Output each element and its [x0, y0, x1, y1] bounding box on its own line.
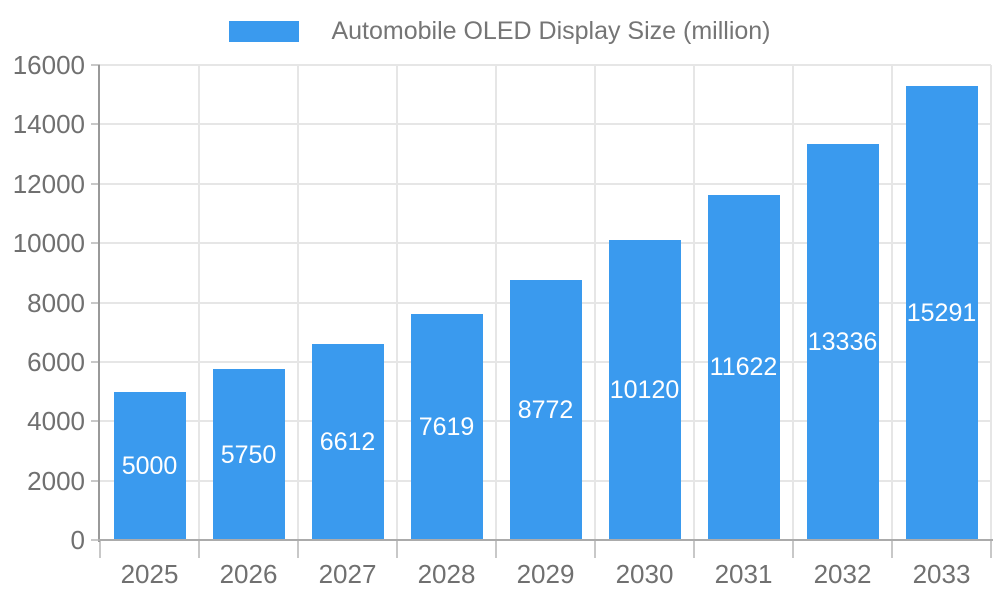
- x-axis-tick: [198, 540, 200, 558]
- x-axis-label: 2029: [516, 559, 575, 589]
- bar-value-label: 13336: [807, 328, 878, 357]
- y-axis-tick: [91, 182, 100, 185]
- gridline-vertical: [792, 65, 794, 540]
- y-axis-line: [98, 65, 100, 542]
- x-axis-tick: [891, 540, 893, 558]
- x-axis-label: 2027: [318, 559, 377, 589]
- x-axis-label: 2026: [219, 559, 278, 589]
- chart-title: Automobile OLED Display Size (million): [331, 16, 771, 45]
- y-axis-tick: [91, 420, 100, 423]
- y-axis-label: 8000: [27, 287, 85, 318]
- y-axis-tick: [91, 360, 100, 363]
- bar-2033[interactable]: [905, 86, 978, 540]
- gridline-vertical: [297, 65, 299, 540]
- bar-value-label: 15291: [906, 299, 977, 328]
- bar-2028[interactable]: [410, 313, 483, 540]
- y-axis-label: 0: [70, 525, 85, 555]
- x-axis-tick: [396, 540, 398, 558]
- x-axis-label: 2032: [813, 559, 872, 589]
- bar-2025[interactable]: [113, 391, 186, 540]
- y-axis-tick: [91, 242, 100, 245]
- chart-legend[interactable]: Automobile OLED Display Size (million): [0, 16, 1000, 46]
- bar-2029[interactable]: [509, 279, 582, 540]
- gridline-horizontal: [100, 64, 991, 66]
- x-axis-tick: [594, 540, 596, 558]
- gridline-vertical: [891, 65, 893, 540]
- y-axis-tick: [91, 64, 100, 66]
- y-axis-tick: [91, 301, 100, 304]
- gridline-horizontal: [100, 182, 991, 185]
- bar-value-label: 8772: [517, 395, 574, 424]
- gridline-vertical: [990, 65, 992, 540]
- x-axis-line: [98, 539, 993, 541]
- gridline-vertical: [693, 65, 695, 540]
- bar-value-label: 11622: [709, 353, 778, 382]
- y-axis-tick: [91, 123, 100, 126]
- y-axis-label: 14000: [12, 109, 85, 140]
- x-axis-tick: [297, 540, 299, 558]
- gridline-vertical: [594, 65, 596, 540]
- y-axis-label: 6000: [27, 346, 85, 377]
- x-axis-tick: [792, 540, 794, 558]
- bar-value-label: 6612: [319, 427, 376, 456]
- y-axis-tick: [91, 479, 100, 482]
- x-axis-tick: [693, 540, 695, 558]
- bar-2032[interactable]: [806, 144, 879, 540]
- bar-2026[interactable]: [212, 369, 285, 540]
- bar-value-label: 10120: [609, 375, 680, 404]
- bar-2027[interactable]: [311, 343, 384, 540]
- bar-value-label: 7619: [418, 412, 475, 441]
- gridline-horizontal: [100, 242, 991, 245]
- x-axis-tick: [990, 540, 992, 558]
- x-axis-tick: [99, 540, 101, 558]
- x-axis-label: 2025: [120, 559, 179, 589]
- bar-value-label: 5000: [121, 451, 178, 480]
- x-axis-label: 2030: [615, 559, 674, 589]
- bar-2031[interactable]: [707, 194, 780, 540]
- y-axis-label: 10000: [12, 228, 85, 259]
- x-axis-tick: [495, 540, 497, 558]
- y-axis-label: 2000: [27, 465, 85, 496]
- x-axis-label: 2033: [912, 559, 971, 589]
- gridline-vertical: [396, 65, 398, 540]
- gridline-vertical: [198, 65, 200, 540]
- gridline-vertical: [495, 65, 497, 540]
- x-axis-label: 2031: [714, 559, 773, 589]
- y-axis-label: 12000: [12, 168, 85, 199]
- x-axis-label: 2028: [417, 559, 476, 589]
- y-axis-tick: [91, 539, 100, 541]
- legend-swatch-icon: [229, 20, 300, 42]
- y-axis-label: 4000: [27, 406, 85, 437]
- bar-2030[interactable]: [608, 239, 681, 540]
- bar-value-label: 5750: [220, 440, 277, 469]
- y-axis-label: 16000: [12, 50, 85, 80]
- gridline-horizontal: [100, 123, 991, 126]
